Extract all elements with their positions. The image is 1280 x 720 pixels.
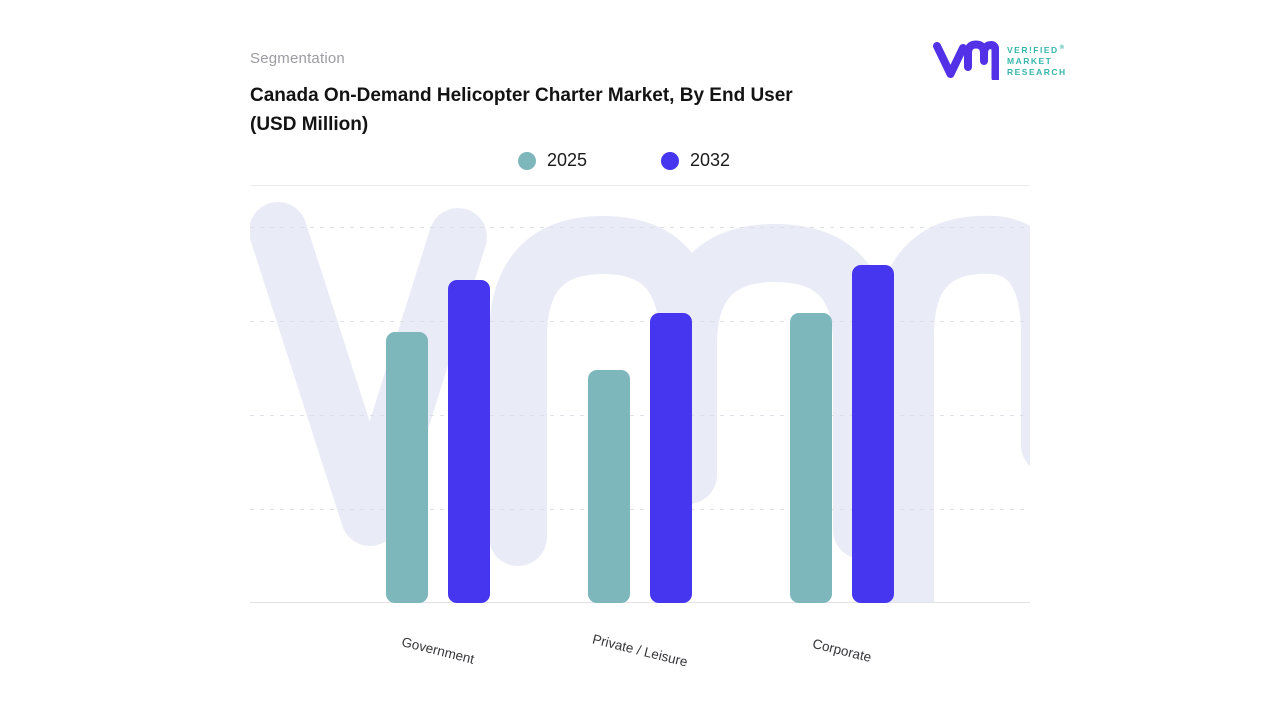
legend-dot-2025: [517, 151, 536, 170]
bar-2032-private-leisure: [650, 313, 692, 603]
x-axis-label-private-leisure: Private / Leisure: [590, 631, 690, 670]
title-line-2: (USD Million): [250, 114, 369, 135]
legend-label-2025: 2025: [546, 150, 587, 170]
bar-2025-corporate: [790, 313, 832, 603]
legend-dot-2032: [661, 151, 679, 170]
eyebrow-label: Segmentation: [250, 50, 345, 67]
gridline-25: [250, 509, 1030, 510]
gridline-50: [250, 415, 1030, 416]
plot-area: [250, 185, 1030, 603]
vmr-logo: VER!FIED® MARKET RESEARCH: [933, 38, 1067, 80]
x-axis: Government Private / Leisure Corporate: [250, 603, 1030, 713]
legend-label-2032: 2032: [690, 150, 731, 170]
vmr-watermark-icon: [250, 202, 1030, 603]
page-title: Canada On-Demand Helicopter Charter Mark…: [250, 81, 890, 139]
header-divider: [250, 185, 1030, 186]
logo-wordmark: VER!FIED® MARKET RESEARCH: [1007, 38, 1067, 78]
logo-line-market: MARKET: [1007, 55, 1053, 66]
title-line-1: Canada On-Demand Helicopter Charter Mark…: [250, 85, 793, 106]
x-axis-label-corporate: Corporate: [811, 635, 873, 666]
x-axis-label-government: Government: [400, 634, 476, 667]
legend-item-2032: 2032: [661, 150, 730, 171]
gridline-100: [250, 227, 1030, 228]
bar-2032-corporate: [852, 265, 894, 603]
logo-line-verified: VER!FIED: [1007, 44, 1059, 55]
legend-item-2025: 2025: [517, 150, 587, 171]
registered-trademark: ®: [1059, 45, 1066, 51]
chart-legend: 2025 2032: [234, 150, 1014, 171]
vmr-monogram-icon: [933, 40, 999, 80]
x-axis-line: [250, 602, 1030, 603]
bar-2025-private-leisure: [588, 370, 630, 603]
gridline-75: [250, 321, 1030, 322]
bar-2025-government: [386, 332, 428, 603]
logo-line-research: RESEARCH: [1007, 66, 1067, 77]
bar-2032-government: [448, 280, 490, 603]
